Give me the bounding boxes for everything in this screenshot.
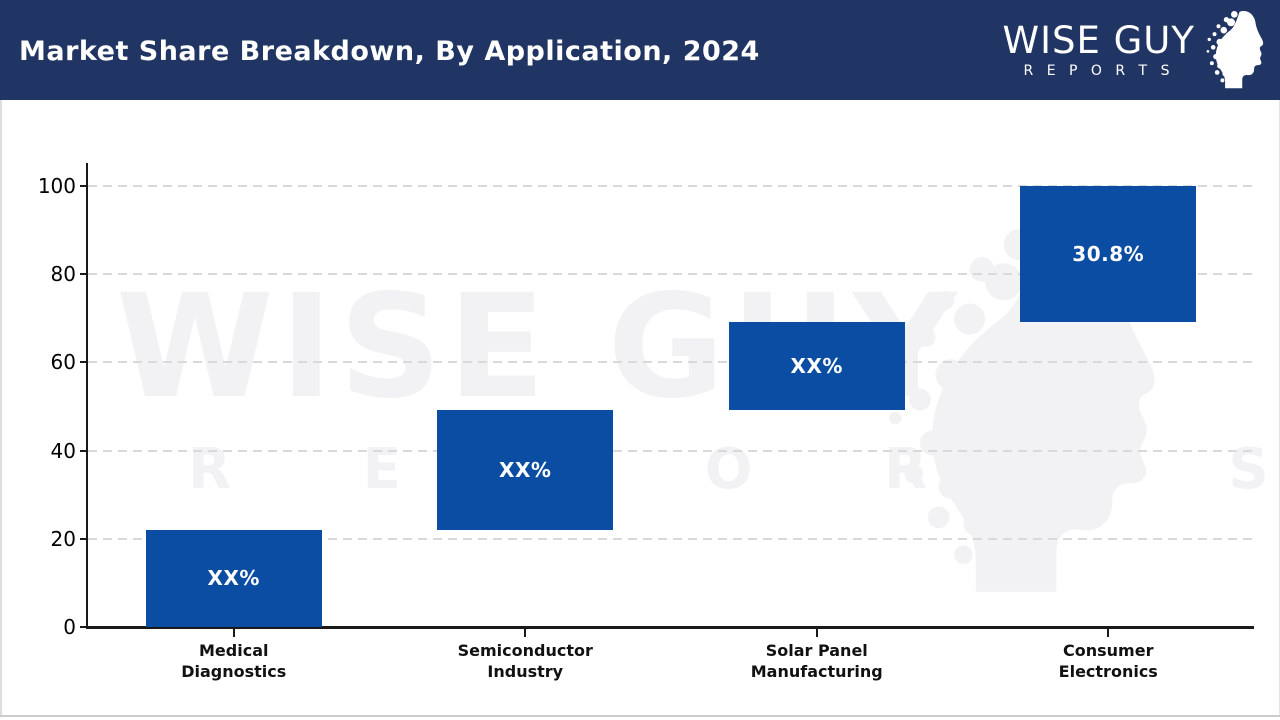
bar-value-label: XX% (790, 353, 843, 378)
page-left-border (0, 100, 2, 717)
x-axis-line (86, 626, 1254, 629)
y-tick-label-20: 20 (50, 526, 76, 551)
x-tick-mark-1 (524, 629, 527, 637)
x-tick-mark-0 (232, 629, 235, 637)
x-category-label-1: Semiconductor Industry (415, 640, 635, 682)
x-category-label-2: Solar Panel Manufacturing (707, 640, 927, 682)
y-tick-label-80: 80 (50, 262, 76, 287)
grid-line-80 (88, 273, 1254, 276)
x-category-label-line: Manufacturing (750, 662, 883, 681)
bar-value-label: XX% (207, 566, 260, 591)
bar-value-label: XX% (499, 457, 552, 482)
x-tick-mark-2 (815, 629, 818, 637)
y-tick-mark-100 (80, 185, 87, 187)
x-category-label-line: Diagnostics (181, 662, 287, 681)
grid-line-100 (88, 185, 1254, 187)
bar-value-label: 30.8% (1072, 241, 1145, 266)
x-category-label-line: Consumer (1063, 641, 1154, 660)
y-tick-label-0: 0 (63, 615, 76, 639)
grid-line-40 (88, 449, 1254, 452)
y-tick-mark-60 (80, 361, 87, 364)
x-category-label-line: Medical (199, 641, 269, 660)
y-tick-label-60: 60 (50, 350, 76, 375)
page-title: Market Share Breakdown, By Application, … (19, 36, 760, 67)
y-tick-mark-40 (80, 449, 87, 452)
logo-text-block: WISE GUY R E P O R T S (1002, 18, 1195, 80)
bar-semiconductor-industry: XX% (437, 410, 614, 530)
bar-consumer-electronics: 30.8% (1020, 186, 1197, 322)
y-tick-label-40: 40 (50, 438, 76, 463)
x-category-label-line: Solar Panel (765, 641, 868, 660)
page-bottom-border (0, 715, 1280, 717)
x-tick-mark-3 (1107, 629, 1110, 637)
x-category-label-0: Medical Diagnostics (124, 640, 344, 682)
logo-brand-text: WISE GUY (1002, 18, 1195, 62)
grid-line-20 (88, 537, 1254, 540)
x-category-label-line: Electronics (1058, 662, 1158, 681)
bar-medical-diagnostics: XX% (145, 529, 322, 627)
bar-solar-panel-manufacturing: XX% (728, 321, 905, 410)
y-tick-mark-20 (80, 537, 87, 540)
brand-logo: WISE GUY R E P O R T S (1003, 10, 1266, 90)
logo-tagline-text: R E P O R T S (1023, 62, 1174, 79)
x-category-label-line: Semiconductor (457, 641, 593, 660)
y-axis-line (86, 163, 88, 629)
y-tick-mark-80 (80, 273, 87, 276)
grid-line-60 (88, 361, 1254, 364)
y-tick-mark-0 (80, 626, 87, 628)
x-category-label-line: Industry (487, 662, 564, 681)
header-bar: Market Share Breakdown, By Application, … (0, 0, 1280, 100)
x-category-label-3: Consumer Electronics (998, 640, 1218, 682)
wise-guy-face-icon (1200, 10, 1266, 90)
y-tick-label-100: 100 (37, 174, 76, 198)
